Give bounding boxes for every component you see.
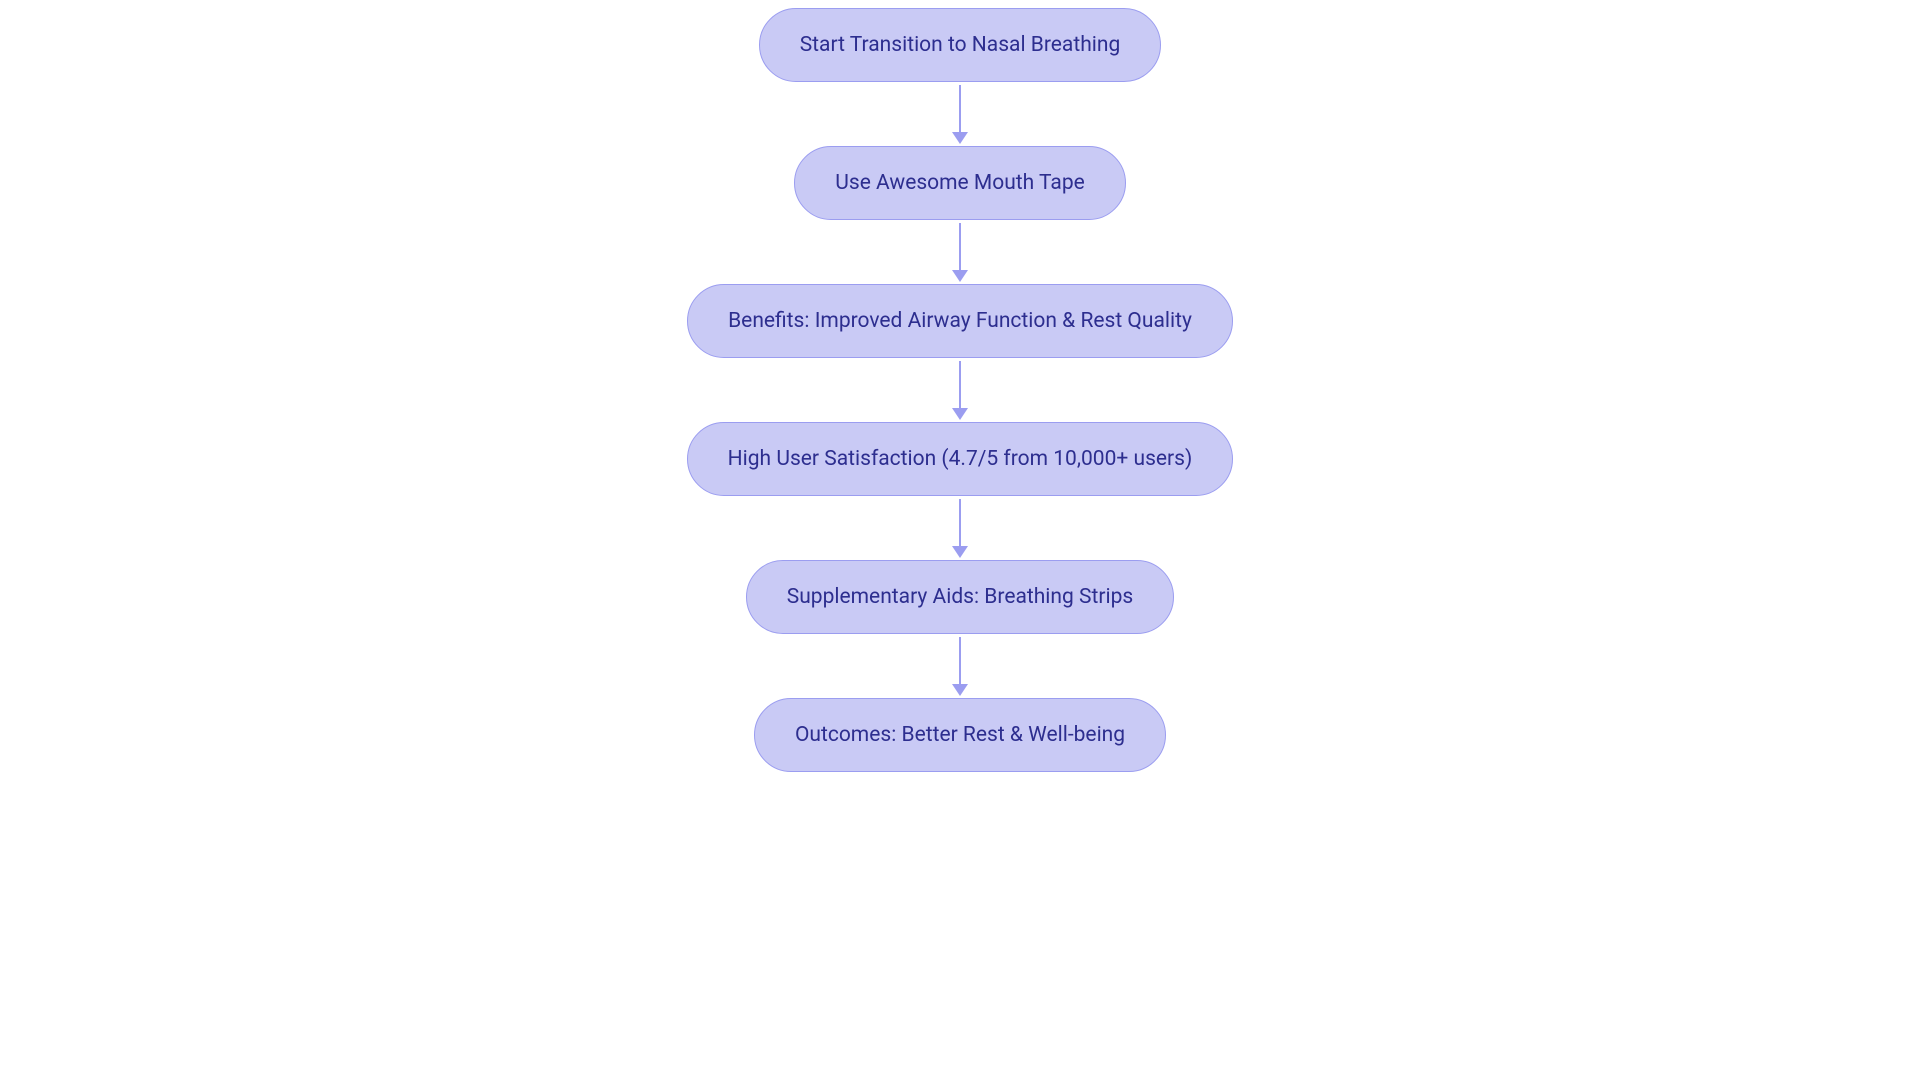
flowchart-node-mouth-tape: Use Awesome Mouth Tape [794,146,1126,220]
flowchart-arrow [952,358,968,422]
arrow-line [959,499,961,547]
flowchart-arrow [952,496,968,560]
flowchart-node-start: Start Transition to Nasal Breathing [759,8,1162,82]
arrow-line [959,637,961,685]
flowchart-node-aids: Supplementary Aids: Breathing Strips [746,560,1174,634]
flowchart-node-outcomes: Outcomes: Better Rest & Well-being [754,698,1166,772]
flowchart-container: Start Transition to Nasal Breathing Use … [460,8,1460,772]
arrow-head-icon [952,132,968,144]
arrow-head-icon [952,408,968,420]
arrow-head-icon [952,546,968,558]
flowchart-arrow [952,634,968,698]
arrow-line [959,361,961,409]
flowchart-arrow [952,82,968,146]
flowchart-arrow [952,220,968,284]
flowchart-node-benefits: Benefits: Improved Airway Function & Res… [687,284,1233,358]
arrow-head-icon [952,684,968,696]
arrow-head-icon [952,270,968,282]
arrow-line [959,85,961,133]
flowchart-node-satisfaction: High User Satisfaction (4.7/5 from 10,00… [687,422,1234,496]
arrow-line [959,223,961,271]
